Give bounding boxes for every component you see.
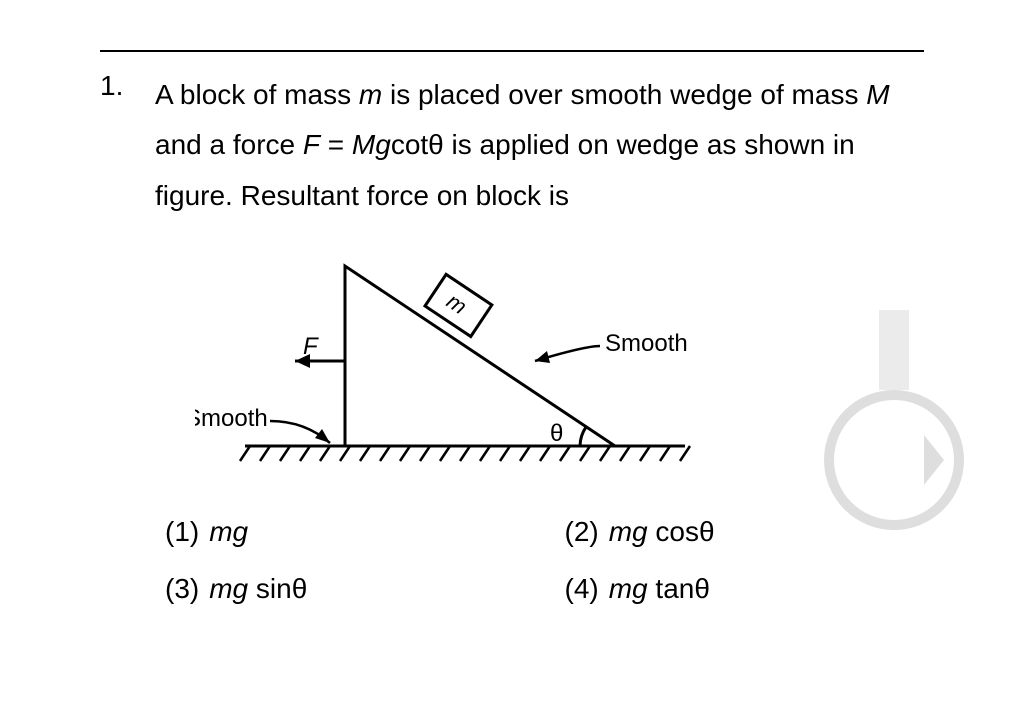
smooth-arrowhead-1 (535, 351, 550, 363)
option-var: mg (609, 516, 648, 547)
wedge-triangle (345, 266, 615, 446)
variable-m: m (359, 79, 382, 110)
option-number: (1) (165, 516, 199, 548)
question-body: A block of mass m is placed over smooth … (155, 70, 924, 605)
watermark-icon (824, 280, 964, 560)
variable-F: F (303, 129, 320, 160)
smooth-arrowhead-2 (315, 429, 330, 443)
option-value: mg sinθ (209, 573, 307, 605)
wedge-diagram-svg: θ m F Smooth (195, 246, 795, 486)
question-number: 1. (100, 70, 135, 605)
option-number: (2) (565, 516, 599, 548)
theta-label: θ (550, 420, 563, 447)
text-segment: of mass (760, 79, 858, 110)
ground-hatching (240, 446, 690, 461)
physics-diagram: θ m F Smooth (195, 246, 795, 486)
equals-sign: = (328, 129, 344, 160)
option-number: (4) (565, 573, 599, 605)
text-segment: is placed over smooth wedge (390, 79, 753, 110)
text-segment: A block of mass (155, 79, 351, 110)
option-trig: sinθ (256, 573, 307, 604)
option-number: (3) (165, 573, 199, 605)
option-4: (4) mg tanθ (565, 573, 925, 605)
option-value: mg (209, 516, 248, 548)
text-segment: is applied on (452, 129, 609, 160)
option-trig: tanθ (655, 573, 710, 604)
variable-M: M (866, 79, 889, 110)
option-1: (1) mg (165, 516, 525, 548)
smooth-label-ground: Smooth (195, 405, 268, 432)
answer-options: (1) mg (2) mg cosθ (3) mg sinθ (4) mg ta… (165, 516, 924, 605)
option-var: mg (209, 573, 248, 604)
force-label: F (303, 333, 319, 360)
cot-theta: cotθ (391, 129, 444, 160)
option-var: mg (609, 573, 648, 604)
option-3: (3) mg sinθ (165, 573, 525, 605)
angle-arc (580, 427, 586, 446)
smooth-label-incline: Smooth (605, 330, 688, 357)
question-container: 1. A block of mass m is placed over smoo… (100, 70, 924, 605)
text-segment: and a force (155, 129, 295, 160)
option-trig: cosθ (655, 516, 714, 547)
option-value: mg tanθ (609, 573, 710, 605)
text-segment: is (549, 180, 569, 211)
horizontal-rule (100, 50, 924, 52)
option-value: mg cosθ (609, 516, 715, 548)
variable-Mg: Mg (352, 129, 391, 160)
question-text: A block of mass m is placed over smooth … (155, 70, 924, 221)
